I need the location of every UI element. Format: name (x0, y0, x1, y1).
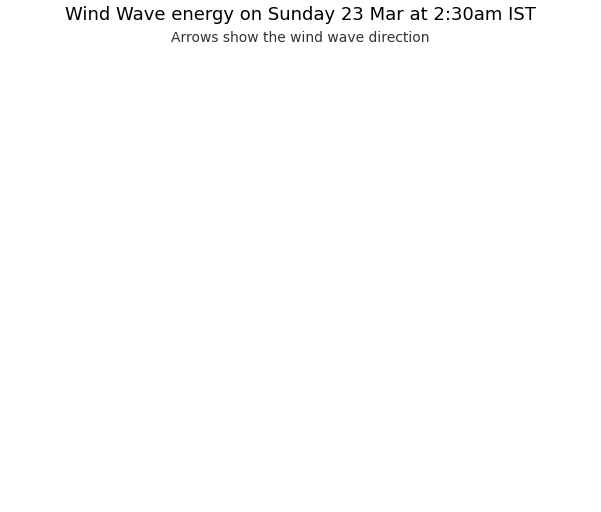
Text: Arrows show the wind wave direction: Arrows show the wind wave direction (171, 31, 430, 46)
Text: Wind Wave energy on Sunday 23 Mar at 2:30am IST: Wind Wave energy on Sunday 23 Mar at 2:3… (65, 6, 536, 25)
